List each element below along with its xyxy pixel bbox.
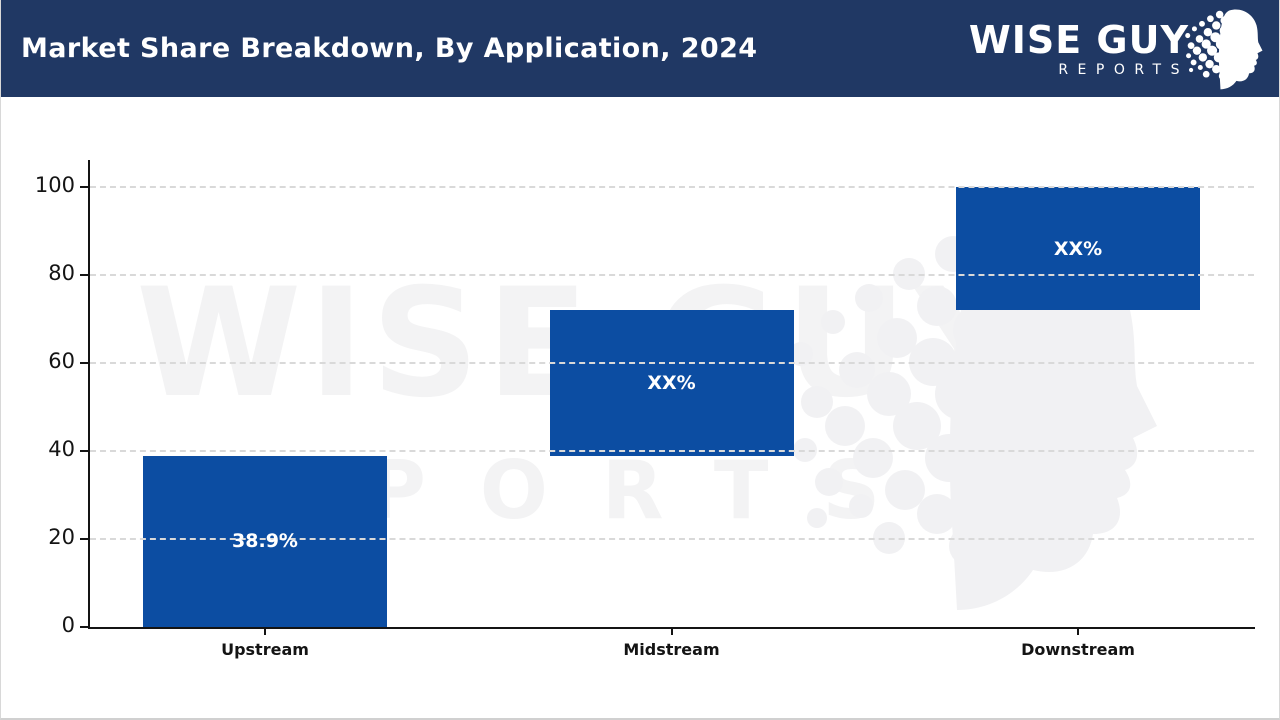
- gridline: [90, 450, 1254, 452]
- bar-midstream: [549, 310, 794, 456]
- y-tick-label: 100: [34, 173, 75, 197]
- y-tick-label: 60: [48, 349, 75, 373]
- gridline: [90, 274, 1254, 276]
- x-tick-mark: [670, 627, 673, 635]
- brand-logo-text: WISE GUY REPORTS: [969, 21, 1189, 77]
- y-tick-mark: [80, 274, 89, 276]
- brand-logo: WISE GUY REPORTS: [969, 7, 1267, 91]
- x-axis: [88, 627, 1255, 629]
- y-tick-mark: [80, 538, 89, 540]
- x-tick-mark: [1077, 627, 1079, 635]
- y-tick-mark: [80, 626, 89, 628]
- bar-value-label: 38.9%: [232, 530, 298, 553]
- header-bar: Market Share Breakdown, By Application, …: [1, 0, 1279, 97]
- y-tick-label: 20: [48, 525, 75, 549]
- gridline: [90, 538, 1254, 540]
- x-tick-mark: [264, 627, 266, 635]
- y-tick-label: 40: [48, 437, 75, 461]
- chart-title: Market Share Breakdown, By Application, …: [21, 33, 758, 64]
- brand-subname: REPORTS: [1058, 61, 1189, 78]
- y-axis: [88, 160, 90, 629]
- y-tick-mark: [80, 450, 89, 452]
- y-tick-mark: [80, 186, 89, 188]
- bar-downstream: [956, 187, 1200, 311]
- y-tick-label: 0: [61, 613, 75, 637]
- x-category-label: Midstream: [623, 640, 720, 659]
- bar-value-label: XX%: [647, 372, 696, 394]
- brand-face-icon: [1179, 7, 1267, 91]
- bar-upstream: [143, 455, 387, 627]
- gridline: [90, 186, 1254, 188]
- x-category-label: Upstream: [221, 640, 309, 659]
- y-tick-label: 80: [48, 261, 75, 285]
- x-category-label: Downstream: [1021, 640, 1135, 659]
- y-tick-mark: [80, 362, 89, 364]
- bar-value-label: XX%: [1053, 237, 1103, 260]
- brand-name: WISE GUY: [968, 17, 1189, 62]
- gridline: [90, 362, 1254, 364]
